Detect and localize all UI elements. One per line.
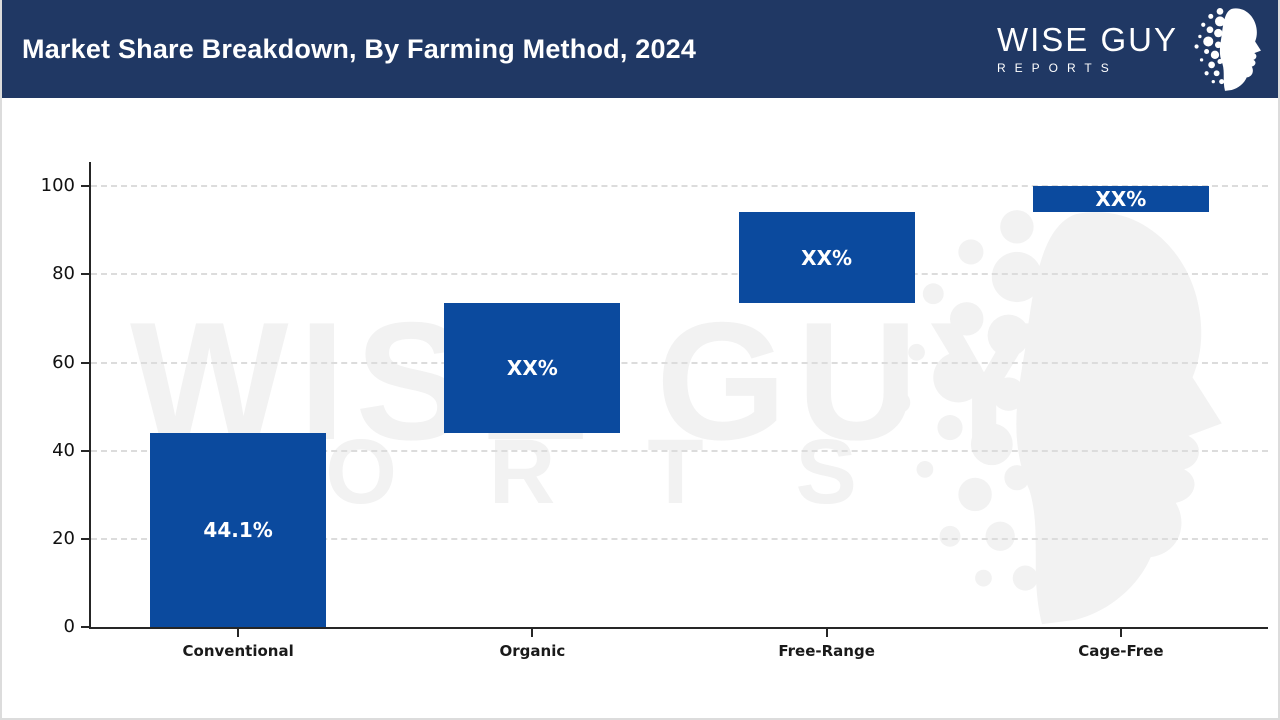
bar-value-label: XX% xyxy=(801,245,853,270)
y-tickmark-60 xyxy=(81,361,89,364)
bar-conventional: 44.1% xyxy=(150,432,327,627)
page-title: Market Share Breakdown, By Farming Metho… xyxy=(22,33,697,64)
y-tick-label-80: 80 xyxy=(52,263,75,285)
header: Market Share Breakdown, By Farming Metho… xyxy=(2,0,1278,98)
bar-cage-free: XX% xyxy=(1032,186,1209,213)
y-axis-spine xyxy=(89,162,91,629)
gridline-60 xyxy=(91,361,1268,364)
bar-value-label: XX% xyxy=(1095,187,1147,212)
bar-value-label: XX% xyxy=(506,355,558,380)
y-tickmark-100 xyxy=(81,185,89,188)
y-tick-label-100: 100 xyxy=(40,175,75,197)
bar-free-range: XX% xyxy=(738,212,915,304)
brand-logo: WISE GUY REPORTS xyxy=(997,3,1268,95)
bar-value-label: 44.1% xyxy=(203,517,273,542)
x-tick-label-cage-free: Cage-Free xyxy=(1078,642,1164,660)
brand-subtitle: REPORTS xyxy=(996,61,1118,75)
y-tick-label-0: 0 xyxy=(63,616,75,637)
bar-organic: XX% xyxy=(444,303,621,433)
gridline-40 xyxy=(91,449,1268,452)
x-tickmark-free-range xyxy=(825,629,828,637)
brand-head-icon xyxy=(1194,8,1261,91)
y-tickmark-40 xyxy=(81,449,89,452)
gridline-20 xyxy=(91,537,1268,540)
x-tick-label-conventional: Conventional xyxy=(182,642,294,660)
gridline-80 xyxy=(91,273,1268,276)
y-tickmark-80 xyxy=(81,273,89,276)
x-tickmark-cage-free xyxy=(1119,629,1122,637)
x-tick-label-organic: Organic xyxy=(499,642,566,660)
x-tickmark-conventional xyxy=(237,629,240,637)
y-tick-label-20: 20 xyxy=(52,527,75,549)
y-tick-label-60: 60 xyxy=(52,351,75,373)
brand-text: WISE GUY REPORTS xyxy=(997,23,1178,75)
y-tickmark-0 xyxy=(81,626,89,628)
x-tick-label-free-range: Free-Range xyxy=(778,642,875,660)
y-tick-label-40: 40 xyxy=(52,439,75,461)
x-axis-spine xyxy=(91,627,1268,629)
brand-name: WISE GUY xyxy=(996,21,1178,58)
x-tickmark-organic xyxy=(531,629,534,637)
y-tickmark-20 xyxy=(81,537,89,540)
gridline-100 xyxy=(91,185,1268,188)
